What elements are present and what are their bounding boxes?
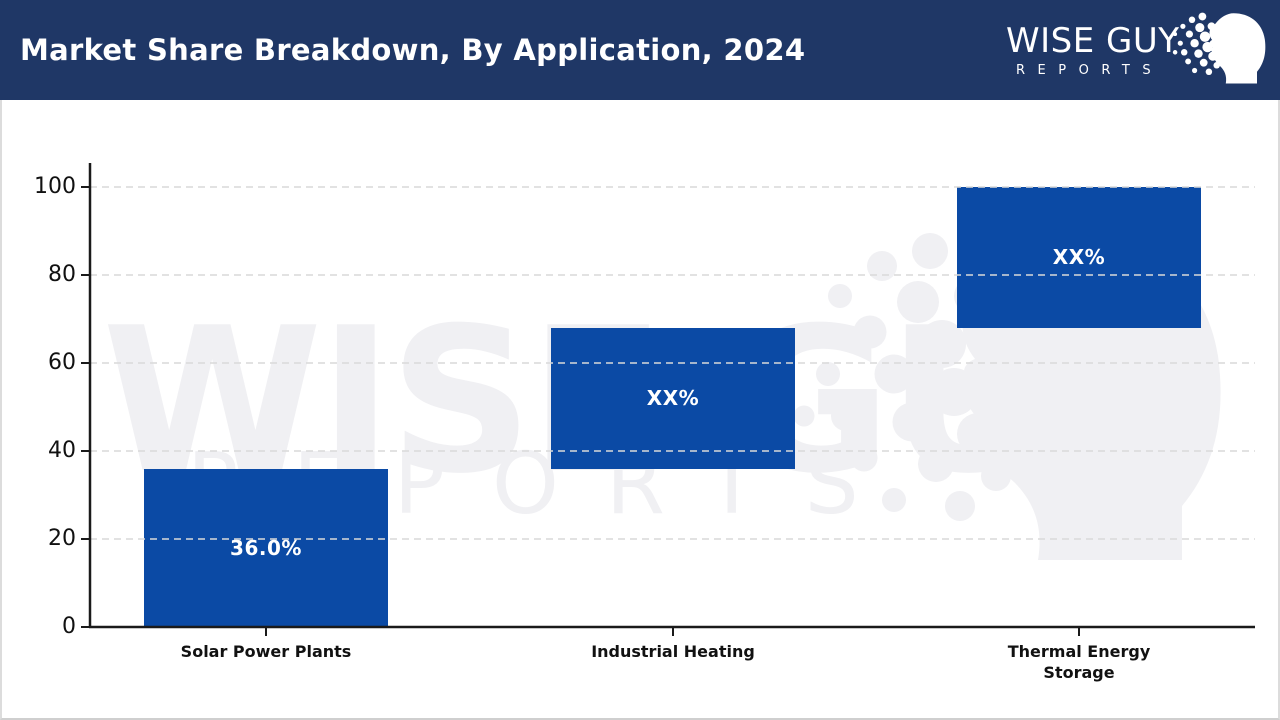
y-axis-tick-label-80: 80 <box>48 262 76 287</box>
y-axis-tick-label-20: 20 <box>48 526 76 551</box>
x-axis-category-label-solar-power-plants: Solar Power Plants <box>180 642 352 661</box>
page-title: Market Share Breakdown, By Application, … <box>20 33 806 67</box>
bar-industrial-heating: XX% <box>551 327 795 469</box>
logo-reports-text: REPORTS <box>1016 63 1163 78</box>
logo-wordmark: WISE GUY <box>1006 21 1180 61</box>
bar-value-label-thermal-energy-storage: XX% <box>1052 245 1106 270</box>
bar-value-label-industrial-heating: XX% <box>646 386 700 411</box>
x-axis-category-label-industrial-heating: Industrial Heating <box>591 642 755 661</box>
y-axis-tick-label-100: 100 <box>34 174 76 199</box>
wise-guy-logo: WISE GUY REPORTS <box>1006 12 1266 84</box>
logo-head-icon <box>1172 12 1266 84</box>
y-axis-tick-label-60: 60 <box>48 350 76 375</box>
y-axis-tick-label-40: 40 <box>48 438 76 463</box>
bar-thermal-energy-storage: XX% <box>957 187 1201 328</box>
chart-body: WISE GUY REPORTS 0 20 40 60 80 100 36.0% XX% XX%… <box>0 100 1280 720</box>
x-axis-category-label-thermal-energy-storage: Thermal Energy Storage <box>1007 642 1151 683</box>
bar-solar-power-plants: 36.0% <box>144 468 388 627</box>
header-bar: Market Share Breakdown, By Application, … <box>0 0 1280 100</box>
bar-value-label-solar-power-plants: 36.0% <box>230 535 302 560</box>
y-axis-tick-label-0: 0 <box>62 614 76 639</box>
